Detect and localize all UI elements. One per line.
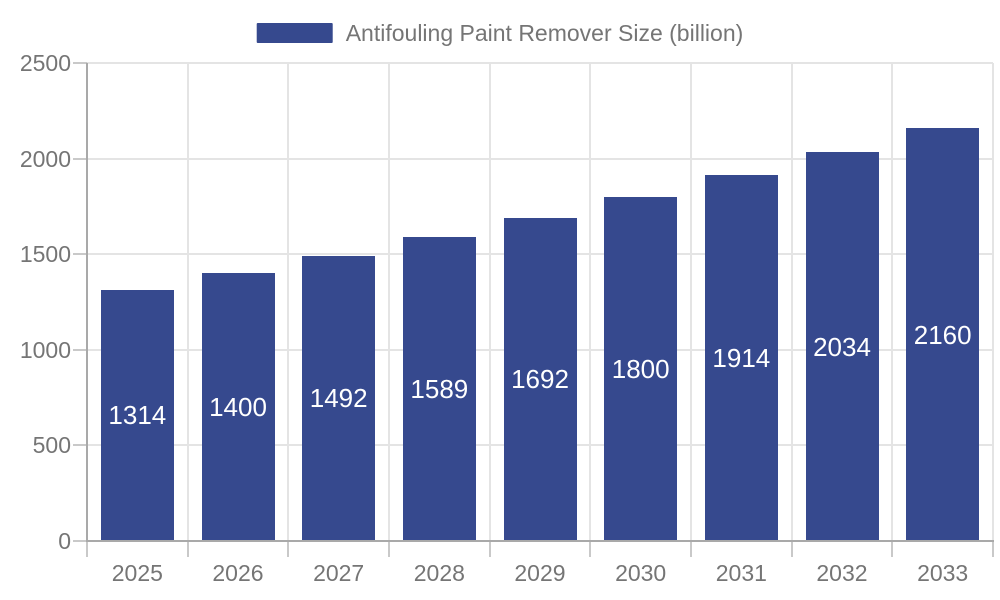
gridline-vertical — [287, 63, 290, 541]
y-axis-tick — [73, 253, 87, 256]
x-axis-tick-label: 2033 — [917, 560, 969, 586]
x-axis-tick — [186, 541, 189, 557]
bar-2025: 1314 — [100, 289, 174, 541]
y-axis-tick-label: 2000 — [19, 145, 71, 172]
y-axis-tick — [73, 62, 87, 64]
bar-value-label: 1914 — [712, 343, 771, 374]
bar-value-label: 1589 — [410, 374, 469, 405]
bar-2026: 1400 — [201, 273, 275, 541]
x-axis-line — [86, 540, 994, 542]
bar-value-label: 1800 — [611, 353, 670, 384]
x-axis-tick-label: 2029 — [514, 560, 566, 586]
gridline-vertical — [891, 63, 894, 541]
gridline-vertical — [790, 63, 793, 541]
y-axis-tick — [73, 157, 87, 160]
y-axis-tick — [73, 444, 87, 447]
bar-2029: 1692 — [503, 217, 577, 541]
gridline-vertical — [589, 63, 592, 541]
legend-swatch — [256, 23, 333, 43]
x-axis-tick — [992, 541, 994, 557]
y-axis-line — [86, 63, 88, 541]
x-axis-tick-label: 2025 — [111, 560, 163, 586]
x-axis-tick-label: 2032 — [816, 560, 868, 586]
x-axis-tick — [589, 541, 592, 557]
gridline-vertical — [690, 63, 692, 541]
x-axis-tick — [891, 541, 894, 557]
bar-value-label: 1314 — [108, 400, 167, 431]
x-axis-tick — [287, 541, 290, 557]
bar-2027: 1492 — [302, 255, 376, 541]
legend[interactable]: Antifouling Paint Remover Size (billion) — [256, 20, 744, 46]
y-axis-tick-label: 0 — [58, 528, 71, 554]
bar-2030: 1800 — [604, 196, 678, 541]
x-axis-tick-label: 2031 — [715, 560, 767, 586]
legend-label: Antifouling Paint Remover Size (billion) — [345, 20, 744, 46]
bar-2032: 2034 — [805, 152, 879, 541]
x-axis-tick-label: 2027 — [313, 560, 365, 586]
gridline-vertical — [186, 63, 189, 541]
bar-value-label: 2160 — [913, 319, 972, 350]
gridline-horizontal — [87, 157, 993, 160]
x-axis-tick-label: 2028 — [413, 560, 465, 586]
gridline-vertical — [388, 63, 390, 541]
bar-value-label: 1692 — [511, 364, 569, 395]
x-axis-tick-label: 2026 — [212, 560, 264, 586]
gridline-horizontal — [87, 62, 993, 64]
y-axis-tick-label: 1500 — [19, 241, 71, 268]
x-axis-tick-label: 2030 — [615, 560, 667, 586]
gridline-vertical — [488, 63, 491, 541]
x-axis-tick — [790, 541, 793, 557]
bar-value-label: 1400 — [209, 392, 267, 423]
bar-value-label: 1492 — [309, 383, 368, 414]
y-axis-tick-label: 500 — [32, 432, 71, 459]
x-axis-tick — [388, 541, 390, 557]
bar-2028: 1589 — [402, 237, 476, 541]
gridline-vertical — [992, 63, 994, 541]
y-axis-tick — [73, 348, 87, 351]
x-axis-tick — [86, 541, 88, 557]
bar-value-label: 2034 — [813, 331, 871, 362]
x-axis-tick — [690, 541, 692, 557]
bar-2033: 2160 — [906, 128, 980, 541]
y-axis-tick-label: 1000 — [19, 336, 71, 363]
plot-area: 1314 1400 1492 1589 1692 1800 1914 2034 2160 — [73, 62, 994, 557]
y-axis-tick-label: 2500 — [19, 50, 71, 76]
y-axis-tick — [73, 540, 87, 542]
bar-2031: 1914 — [704, 175, 778, 541]
x-axis-tick — [488, 541, 491, 557]
